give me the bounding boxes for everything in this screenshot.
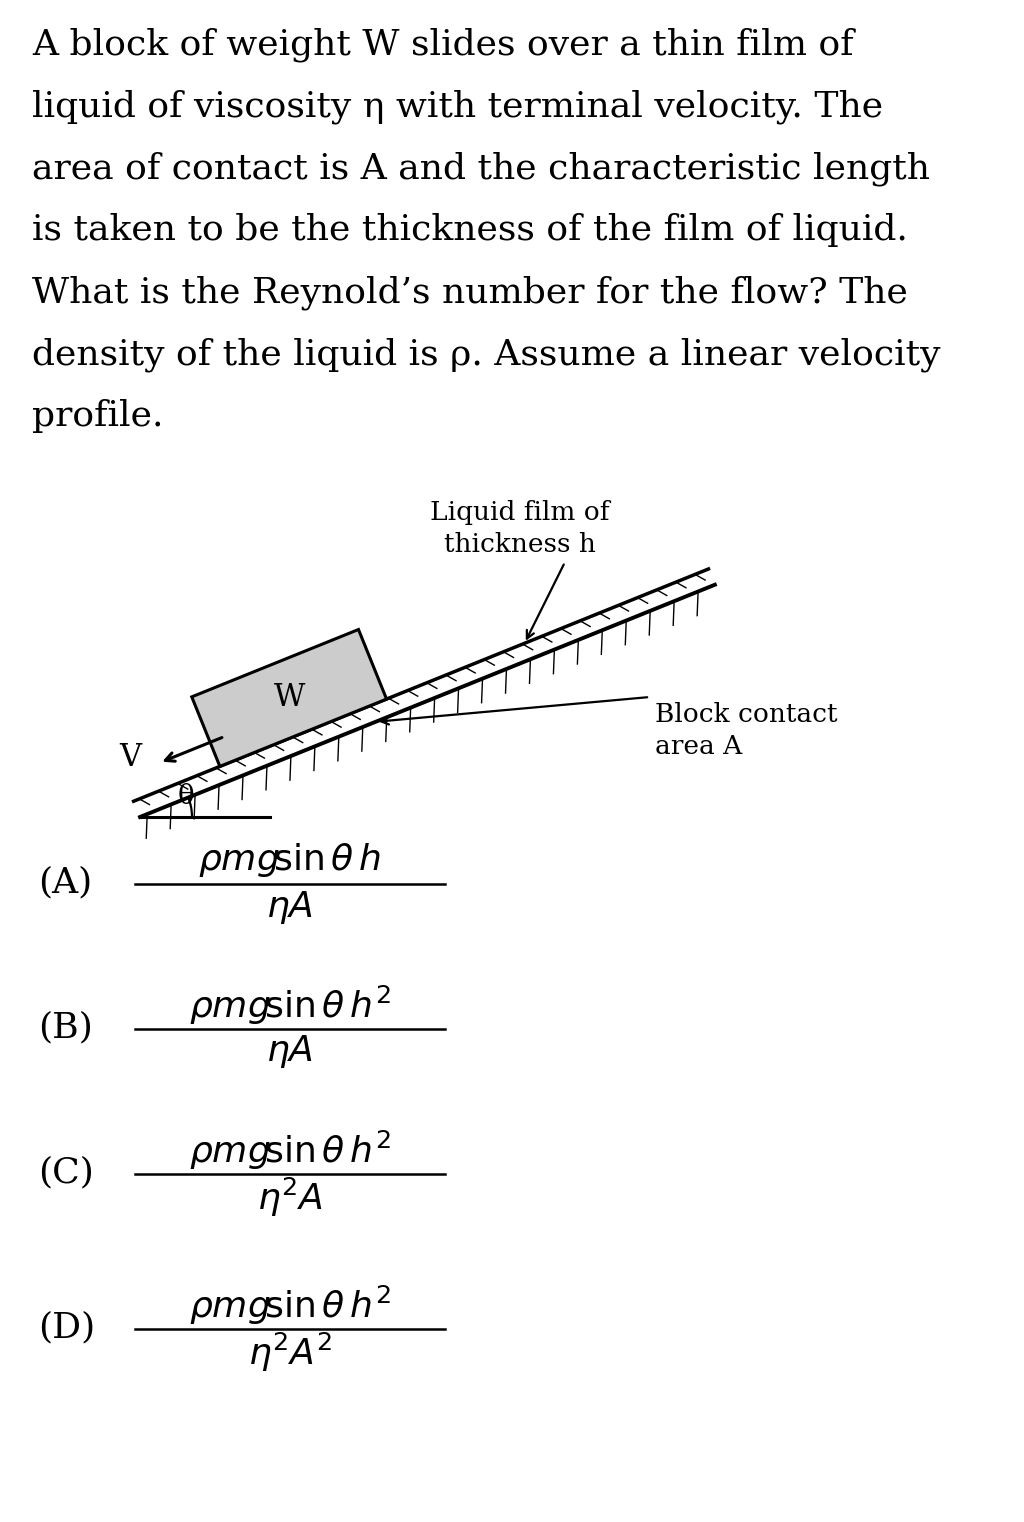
Text: (A): (A) [38,864,92,900]
Text: V: V [120,743,141,773]
Text: θ: θ [178,782,195,810]
Text: liquid of viscosity η with terminal velocity. The: liquid of viscosity η with terminal velo… [32,88,883,123]
Text: What is the Reynold’s number for the flow? The: What is the Reynold’s number for the flo… [32,275,908,309]
Text: $\eta^2 A$: $\eta^2 A$ [257,1175,323,1219]
Text: area of contact is A and the characteristic length: area of contact is A and the characteris… [32,151,930,186]
Text: Block contact
area A: Block contact area A [655,702,838,759]
Text: $\rho mg\!\sin\theta\, h^2$: $\rho mg\!\sin\theta\, h^2$ [189,983,391,1027]
Text: (C): (C) [38,1155,94,1189]
Polygon shape [191,630,387,767]
Text: $\eta^2 A^2$: $\eta^2 A^2$ [248,1330,332,1373]
Text: Liquid film of
thickness h: Liquid film of thickness h [430,501,609,557]
Text: A block of weight W slides over a thin film of: A block of weight W slides over a thin f… [32,27,854,61]
Text: density of the liquid is ρ. Assume a linear velocity: density of the liquid is ρ. Assume a lin… [32,336,940,371]
Text: profile.: profile. [32,399,164,432]
Text: (B): (B) [38,1011,93,1044]
Text: $\rho mg\!\sin\theta\, h^2$: $\rho mg\!\sin\theta\, h^2$ [189,1128,391,1172]
Text: $\eta A$: $\eta A$ [266,889,313,925]
Text: $\rho mg\!\sin\theta\, h$: $\rho mg\!\sin\theta\, h$ [199,842,382,880]
Text: is taken to be the thickness of the film of liquid.: is taken to be the thickness of the film… [32,213,908,247]
Text: W: W [273,682,305,714]
Text: (D): (D) [38,1310,95,1344]
Text: $\eta A$: $\eta A$ [266,1033,313,1070]
Text: $\rho mg\!\sin\theta\, h^2$: $\rho mg\!\sin\theta\, h^2$ [189,1283,391,1327]
